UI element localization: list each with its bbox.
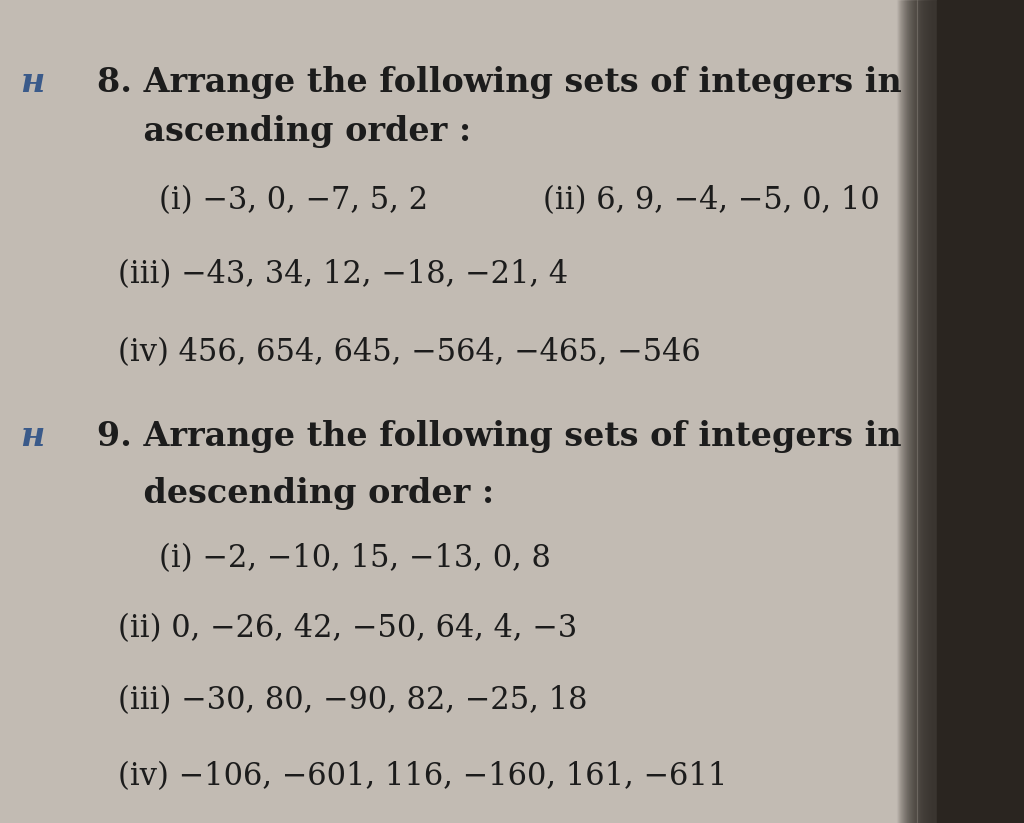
Text: н: н <box>20 420 45 453</box>
Bar <box>924 0 925 823</box>
Bar <box>918 0 919 823</box>
Text: н: н <box>20 66 45 99</box>
Bar <box>914 0 915 823</box>
Bar <box>915 0 916 823</box>
Bar <box>933 0 934 823</box>
Bar <box>899 0 900 823</box>
Text: (iv) −106, −601, 116, −160, 161, −611: (iv) −106, −601, 116, −160, 161, −611 <box>118 761 727 793</box>
Bar <box>902 0 903 823</box>
Bar <box>936 0 937 823</box>
Bar <box>907 0 908 823</box>
Bar <box>925 0 926 823</box>
Bar <box>896 0 897 823</box>
Text: (iii) −30, 80, −90, 82, −25, 18: (iii) −30, 80, −90, 82, −25, 18 <box>118 685 587 716</box>
Bar <box>935 0 936 823</box>
Bar <box>900 0 901 823</box>
Bar <box>903 0 904 823</box>
Text: (ii) 0, −26, 42, −50, 64, 4, −3: (ii) 0, −26, 42, −50, 64, 4, −3 <box>118 613 577 644</box>
Bar <box>932 0 933 823</box>
Text: (i) −3, 0, −7, 5, 2: (i) −3, 0, −7, 5, 2 <box>159 185 428 216</box>
Bar <box>910 0 911 823</box>
Bar <box>906 0 907 823</box>
Bar <box>929 0 930 823</box>
Bar <box>930 0 931 823</box>
Text: (iii) −43, 34, 12, −18, −21, 4: (iii) −43, 34, 12, −18, −21, 4 <box>118 259 568 291</box>
Text: 8. Arrange the following sets of integers in: 8. Arrange the following sets of integer… <box>97 66 902 99</box>
Bar <box>937 0 1024 823</box>
Bar <box>912 0 913 823</box>
Bar <box>920 0 921 823</box>
Text: (ii) 6, 9, −4, −5, 0, 10: (ii) 6, 9, −4, −5, 0, 10 <box>543 185 880 216</box>
Bar <box>911 0 912 823</box>
Bar <box>934 0 935 823</box>
Bar <box>923 0 924 823</box>
Bar <box>898 0 899 823</box>
Bar <box>928 0 929 823</box>
Bar <box>901 0 902 823</box>
Bar <box>904 0 905 823</box>
Text: ascending order :: ascending order : <box>97 115 471 148</box>
Bar <box>927 0 928 823</box>
Bar <box>919 0 920 823</box>
Bar <box>913 0 914 823</box>
Bar <box>921 0 922 823</box>
Bar <box>931 0 932 823</box>
Bar <box>905 0 906 823</box>
Bar <box>926 0 927 823</box>
Bar <box>922 0 923 823</box>
Bar <box>908 0 909 823</box>
Bar <box>909 0 910 823</box>
Text: descending order :: descending order : <box>97 477 495 510</box>
Bar <box>897 0 898 823</box>
Bar <box>916 0 918 823</box>
Text: (iv) 456, 654, 645, −564, −465, −546: (iv) 456, 654, 645, −564, −465, −546 <box>118 337 700 369</box>
Text: 9. Arrange the following sets of integers in: 9. Arrange the following sets of integer… <box>97 420 902 453</box>
Text: (i) −2, −10, 15, −13, 0, 8: (i) −2, −10, 15, −13, 0, 8 <box>159 543 551 574</box>
